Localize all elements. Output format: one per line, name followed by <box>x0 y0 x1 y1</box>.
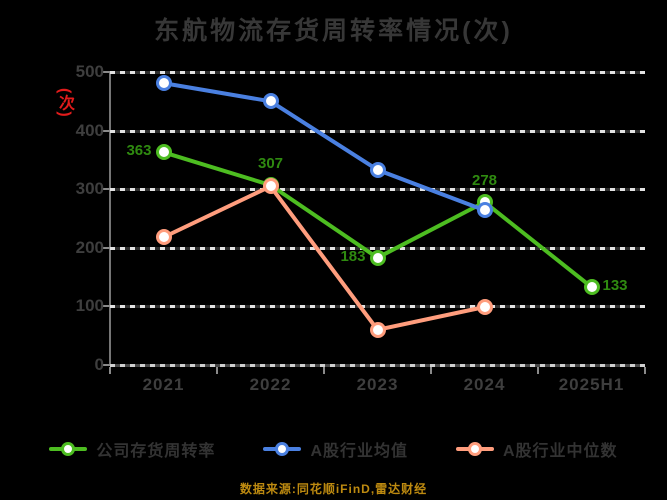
y-tick <box>102 71 110 73</box>
data-point-label: 133 <box>602 277 628 295</box>
gridline <box>110 129 645 133</box>
data-point-label: 307 <box>257 155 284 173</box>
y-axis-unit-label: (次) <box>56 88 73 118</box>
x-tick <box>644 367 646 374</box>
data-point <box>369 249 386 266</box>
data-point <box>476 202 493 219</box>
x-tick-label: 2021 <box>142 375 185 394</box>
data-point <box>155 229 172 246</box>
x-tick-label: 2023 <box>356 375 399 394</box>
data-point <box>476 298 493 315</box>
chart-title: 东航物流存货周转率情况(次) <box>154 17 513 45</box>
x-tick <box>430 367 432 374</box>
legend-item-company-turnover[interactable]: 公司存货周转率 <box>49 437 215 461</box>
data-point <box>262 178 279 195</box>
x-tick <box>537 367 539 374</box>
data-point-label: 278 <box>471 172 498 190</box>
legend-label: A股行业均值 <box>310 443 408 460</box>
data-point <box>369 161 386 178</box>
y-tick-label: 400 <box>75 120 104 140</box>
data-point-label: 183 <box>340 247 366 265</box>
y-tick <box>102 188 110 191</box>
x-tick <box>216 367 218 374</box>
legend-item-industry-mean[interactable]: A股行业均值 <box>263 437 408 461</box>
series-line-2 <box>161 184 487 332</box>
y-tick <box>102 364 110 366</box>
data-point <box>155 75 172 92</box>
x-tick <box>323 367 325 374</box>
gridline <box>110 71 645 74</box>
data-point <box>262 93 279 110</box>
legend-line-marker-icon <box>263 442 302 456</box>
gridline <box>110 246 645 250</box>
gridline <box>110 188 645 192</box>
x-tick-label: 2022 <box>249 375 292 394</box>
gridline <box>110 305 645 309</box>
x-axis-line <box>110 364 645 367</box>
legend-line-marker-icon <box>456 442 494 456</box>
y-tick-label: 100 <box>75 296 104 316</box>
x-tick <box>109 367 111 374</box>
y-tick-label: 300 <box>75 179 104 199</box>
series-line-1 <box>161 81 487 213</box>
y-tick-label: 500 <box>75 62 104 81</box>
x-tick-label: 2024 <box>463 375 506 394</box>
x-tick-label: 2025H1 <box>558 375 625 394</box>
y-tick <box>102 129 110 132</box>
data-point <box>583 279 600 296</box>
data-source-footer: 数据来源:同花顺iFinD,雷达财经 <box>239 482 428 496</box>
legend-line-marker-icon <box>49 442 88 456</box>
legend-label: 公司存货周转率 <box>96 443 216 460</box>
data-point <box>369 321 386 338</box>
legend: 公司存货周转率 A股行业均值 A股行业中位数 <box>0 437 667 461</box>
data-point-label: 363 <box>126 142 152 160</box>
data-point <box>155 144 172 161</box>
y-tick <box>102 305 110 308</box>
y-tick <box>102 246 110 249</box>
legend-item-industry-median[interactable]: A股行业中位数 <box>456 437 618 461</box>
y-tick-label: 200 <box>75 237 104 257</box>
legend-label: A股行业中位数 <box>503 443 618 460</box>
y-tick-label: 0 <box>94 355 104 374</box>
y-axis-line <box>109 72 111 365</box>
